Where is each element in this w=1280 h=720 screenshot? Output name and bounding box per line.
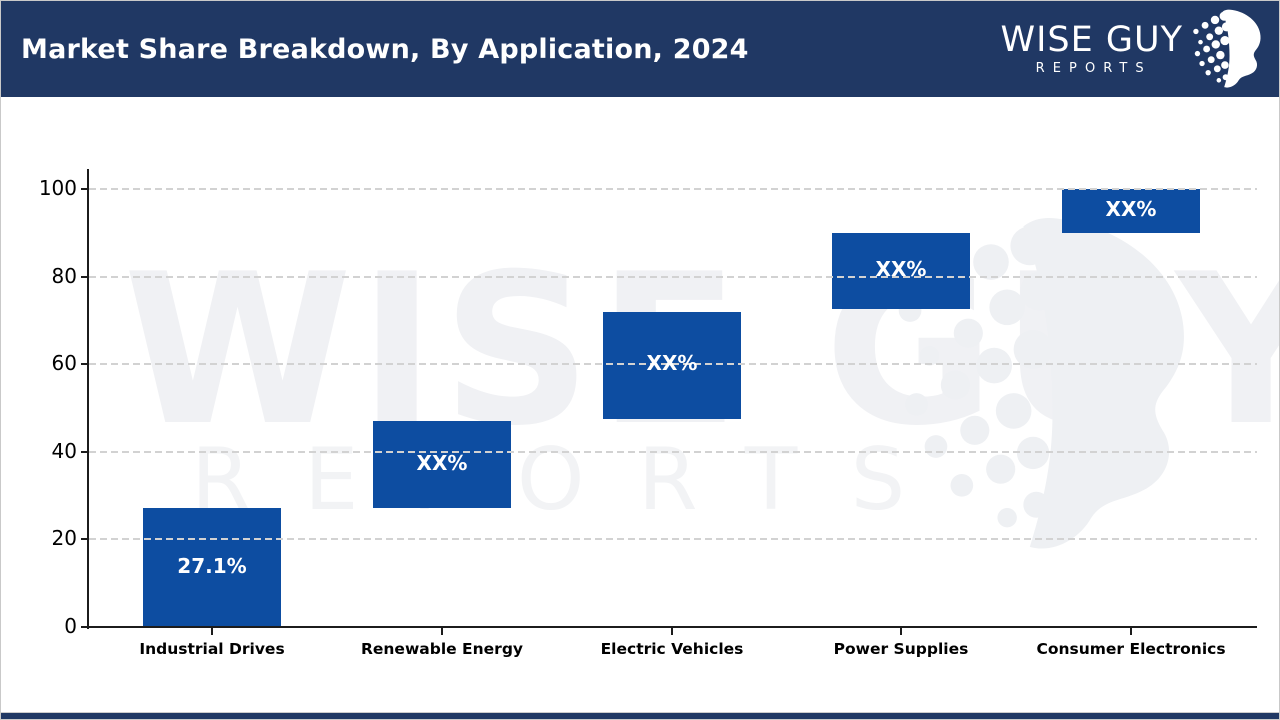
x-tick-mark xyxy=(441,627,443,635)
y-tick-label: 0 xyxy=(64,614,77,638)
bar-value-label: XX% xyxy=(1105,196,1157,221)
background-watermark: WISE GUY REPORTS xyxy=(1,97,1279,717)
y-axis-line xyxy=(87,169,89,629)
bar-power-supplies xyxy=(832,232,970,310)
footer-divider xyxy=(1,712,1279,713)
bar-value-label: 27.1% xyxy=(177,553,247,578)
y-tick-mark xyxy=(81,626,89,628)
page-title: Market Share Breakdown, By Application, … xyxy=(21,33,749,65)
x-category-label: Power Supplies xyxy=(833,640,969,658)
footer-accent-bar xyxy=(1,713,1279,719)
bar-renewable-energy xyxy=(373,420,511,509)
bar-value-label: XX% xyxy=(416,450,468,475)
x-tick-mark xyxy=(211,627,213,635)
x-tick-mark xyxy=(671,627,673,635)
x-category-label: Renewable Energy xyxy=(360,640,524,658)
bar-consumer-electronics xyxy=(1062,189,1200,233)
x-tick-mark xyxy=(900,627,902,635)
logo-subtitle: REPORTS xyxy=(1035,61,1152,76)
y-tick-label: 80 xyxy=(51,263,77,288)
x-category-label: Electric Vehicles xyxy=(600,640,744,658)
y-tick-label: 20 xyxy=(51,526,77,551)
bar-industrial-drives xyxy=(143,508,281,627)
logo-head-icon xyxy=(1193,9,1261,88)
y-tick-mark xyxy=(81,275,89,278)
y-tick-label: 60 xyxy=(51,351,77,376)
bar-electric-vehicles xyxy=(603,311,741,419)
x-tick-mark xyxy=(1130,627,1132,635)
logo-wordmark: WISE GUY xyxy=(1000,20,1183,60)
watermark-head-icon xyxy=(898,218,1184,549)
y-tick-label: 40 xyxy=(51,438,77,463)
gridline-20 xyxy=(89,538,1257,541)
y-tick-mark xyxy=(81,538,89,541)
gridline-40 xyxy=(89,450,1257,453)
bar-value-label: XX% xyxy=(646,351,698,376)
gridline-80 xyxy=(89,275,1257,278)
y-tick-label: 100 xyxy=(38,176,77,200)
gridline-60 xyxy=(89,363,1257,366)
wiseguy-logo: WISE GUY REPORTS xyxy=(1000,7,1267,91)
x-category-label: Industrial Drives xyxy=(139,640,285,658)
x-axis-line xyxy=(87,626,1257,628)
gridline-100 xyxy=(89,188,1257,190)
header-bar: Market Share Breakdown, By Application, … xyxy=(1,1,1279,97)
x-category-label: Consumer Electronics xyxy=(1036,640,1226,658)
bar-value-label: XX% xyxy=(875,257,927,282)
y-tick-mark xyxy=(81,188,89,190)
y-tick-mark xyxy=(81,450,89,453)
y-tick-mark xyxy=(81,363,89,366)
